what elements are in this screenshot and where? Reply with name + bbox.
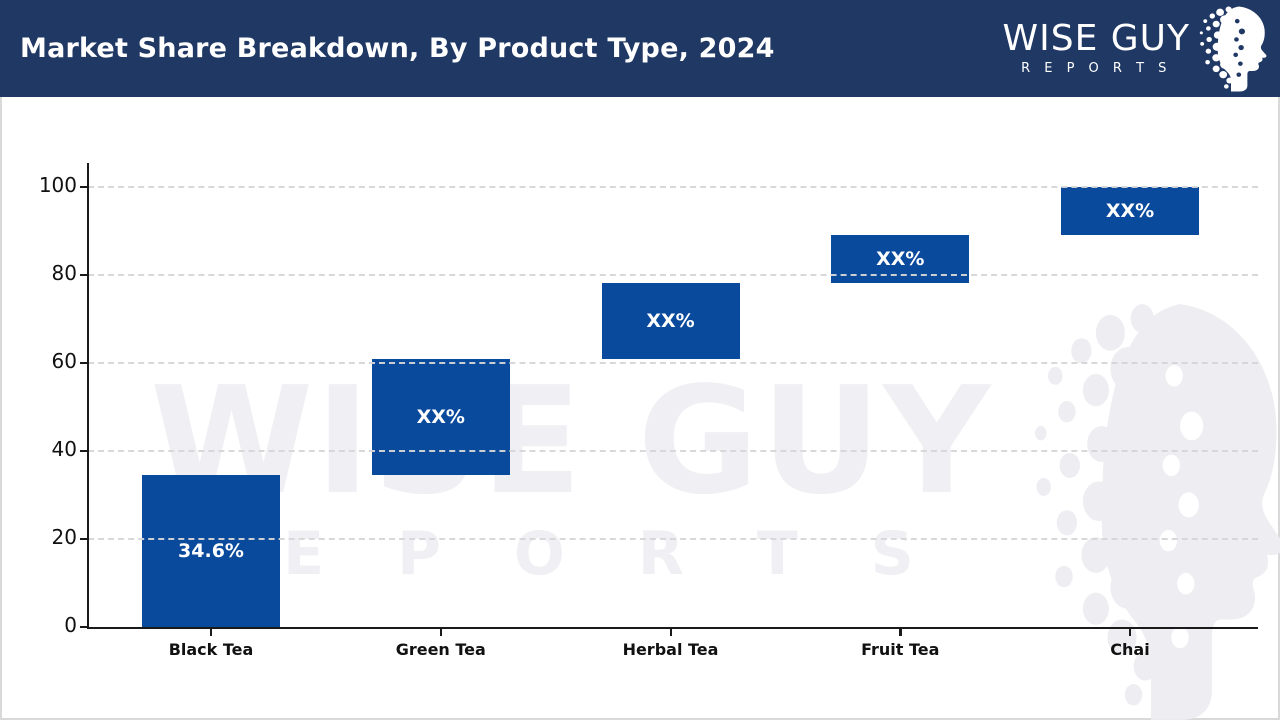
x-tick-mark [439,629,443,636]
logo-text: WISE GUY R E P O R T S [1002,18,1191,77]
gridline-80 [88,274,1258,276]
y-tick-mark [80,538,88,541]
y-tick-mark [80,450,88,453]
x-label-green-tea: Green Tea [395,640,486,659]
bar-black-tea: 34.6% [142,474,280,627]
x-label-chai: Chai [1110,640,1150,659]
y-tick-mark [80,186,88,189]
y-tick-mark [80,626,88,629]
bar-green-tea: XX% [371,358,510,475]
bar-herbal-tea: XX% [601,282,740,359]
gridline-20 [88,538,1258,540]
bar-chai: XX% [1061,187,1199,236]
x-tick-mark [669,629,672,636]
chart-title: Market Share Breakdown, By Product Type,… [20,33,775,64]
y-axis-line [87,163,90,629]
y-tick-label: 40 [51,437,77,461]
wise-guy-logo: WISE GUY R E P O R T S [1003,5,1271,93]
y-tick-label: 0 [64,613,77,637]
gridline-40 [88,450,1258,452]
bar-value-label: XX% [416,405,465,428]
y-tick-label: 60 [51,349,77,373]
x-tick-mark [210,629,213,636]
x-label-black-tea: Black Tea [168,640,254,659]
bar-value-label: XX% [1105,200,1155,223]
bar-value-label: 34.6% [178,539,244,562]
x-label-herbal-tea: Herbal Tea [622,640,719,659]
y-tick-mark [80,362,88,365]
logo-subtext: R E P O R T S [1021,61,1172,76]
logo-head-icon [1199,5,1267,92]
x-axis-line [87,627,1258,630]
logo-wordmark: WISE GUY [1002,18,1190,59]
y-tick-label: 20 [51,525,77,549]
bar-value-label: XX% [646,309,695,332]
y-tick-mark [80,274,88,277]
y-tick-label: 80 [51,261,77,285]
x-tick-mark [1129,629,1132,636]
x-tick-mark [899,629,902,636]
gridline-100 [88,186,1258,188]
header-bar: Market Share Breakdown, By Product Type,… [0,0,1280,97]
bar-value-label: XX% [876,248,925,271]
gridline-60 [88,362,1258,364]
x-label-fruit-tea: Fruit Tea [861,640,940,659]
y-tick-label: 100 [38,173,77,197]
